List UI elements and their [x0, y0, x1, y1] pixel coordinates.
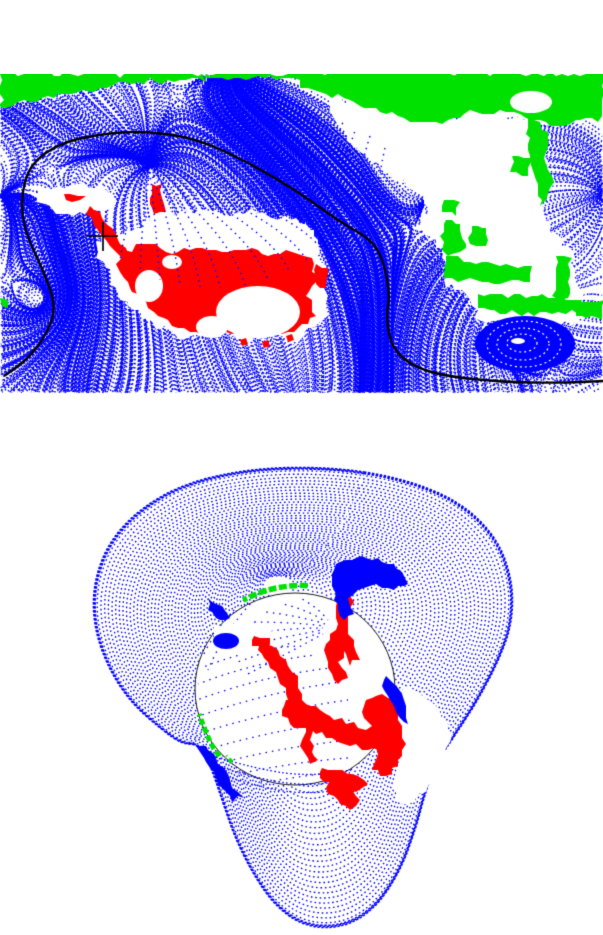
- streamline-sphere-canvas: [0, 440, 603, 935]
- streamline-map-canvas: [0, 74, 603, 395]
